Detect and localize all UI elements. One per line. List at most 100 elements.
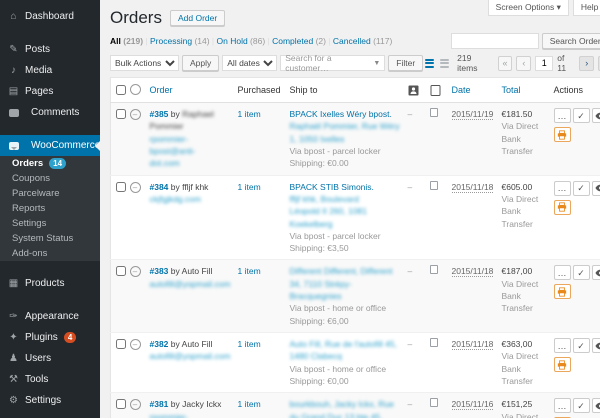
complete-button[interactable]: ✓ — [572, 180, 590, 196]
date-filter-select[interactable]: All dates — [222, 55, 278, 71]
screen-options-tab[interactable]: Screen Options ▾ — [487, 0, 569, 16]
add-order-button[interactable]: Add Order — [169, 10, 226, 26]
order-number-link[interactable]: #385 — [149, 109, 169, 119]
current-page-input[interactable] — [535, 55, 554, 71]
complete-button[interactable]: ✓ — [572, 398, 590, 414]
status-column-header[interactable] — [126, 77, 147, 103]
sidebar-item-reports[interactable]: Reports — [0, 201, 100, 216]
purchased-items-link[interactable]: 1 item — [237, 109, 261, 119]
order-note-icon[interactable] — [429, 180, 438, 190]
filter-link-all[interactable]: All (219) — [110, 36, 144, 46]
customer-email[interactable]: ckjfgjkdg.com — [149, 193, 202, 204]
customer-email[interactable]: autofill@yopmail.com — [149, 351, 231, 362]
sidebar-item-woocommerce[interactable]: WooCommerce — [0, 135, 100, 156]
bulk-actions-select[interactable]: Bulk Actions — [110, 55, 179, 71]
complete-button[interactable]: ✓ — [572, 265, 590, 281]
row-checkbox[interactable] — [116, 399, 126, 410]
ship-to-link[interactable]: BPACK Ixelles Wéry bpost. — [289, 109, 392, 119]
view-button[interactable] — [591, 108, 600, 123]
sidebar-item-coupons[interactable]: Coupons — [0, 171, 100, 186]
excerpt-view-icon[interactable] — [438, 57, 451, 70]
processing-button[interactable]: … — [553, 108, 571, 123]
apply-button[interactable]: Apply — [182, 55, 220, 71]
sidebar-item-parcelware[interactable]: Parcelware — [0, 186, 100, 201]
print-button[interactable] — [553, 284, 571, 300]
sidebar-item-users[interactable]: ♟ Users — [0, 348, 100, 369]
view-button[interactable] — [591, 265, 600, 281]
help-tab[interactable]: Help ▾ — [572, 0, 600, 16]
purchased-items-link[interactable]: 1 item — [237, 339, 261, 349]
search-orders-input[interactable] — [450, 33, 539, 49]
sidebar-item-media[interactable]: ♪ Media — [0, 60, 100, 81]
row-checkbox[interactable] — [116, 266, 126, 277]
sidebar-item-tools[interactable]: ⚒ Tools — [0, 369, 100, 390]
prev-page-button[interactable]: ‹ — [516, 55, 532, 71]
complete-button[interactable]: ✓ — [572, 338, 590, 353]
sidebar-item-plugins[interactable]: ✦ Plugins 4 — [0, 327, 100, 348]
last-page-button[interactable]: » — [598, 55, 600, 71]
eye-icon — [595, 342, 600, 349]
by-label: by — [168, 266, 182, 277]
date-column-header[interactable]: Date — [448, 77, 499, 103]
processing-button[interactable]: … — [553, 180, 571, 196]
order-number-link[interactable]: #382 — [149, 339, 169, 349]
sidebar-item-dashboard[interactable]: ⌂ Dashboard — [0, 6, 100, 27]
order-note-icon[interactable] — [429, 265, 438, 275]
select-all-checkbox[interactable] — [116, 84, 126, 95]
print-button[interactable] — [553, 199, 571, 215]
sidebar-item-comments[interactable]: Comments — [0, 102, 100, 123]
filter-link-on-hold[interactable]: On Hold (86) — [216, 36, 266, 46]
customer-email[interactable]: rpommier-bpost@anti- dot.com — [149, 411, 189, 418]
total-column-header[interactable]: Total — [498, 77, 551, 103]
sidebar-item-pages[interactable]: ▤ Pages — [0, 81, 100, 102]
sidebar-item-appearance[interactable]: ✑ Appearance — [0, 306, 100, 327]
purchased-items-link[interactable]: 1 item — [237, 399, 261, 410]
eye-icon — [595, 112, 600, 119]
row-checkbox[interactable] — [116, 109, 126, 119]
sidebar-item-products[interactable]: ▦ Products — [0, 273, 100, 294]
processing-button[interactable]: … — [553, 265, 571, 281]
row-checkbox[interactable] — [116, 339, 126, 349]
first-page-button[interactable]: « — [497, 55, 513, 71]
view-button[interactable] — [591, 180, 600, 196]
order-note-icon[interactable] — [429, 398, 438, 408]
print-button[interactable] — [553, 357, 571, 372]
order-number-link[interactable]: #384 — [149, 181, 169, 192]
print-button[interactable] — [553, 127, 571, 142]
customer-email[interactable]: rpommier-bpost@anti- dot.com — [149, 133, 196, 169]
sidebar-item-settings[interactable]: Settings — [0, 216, 100, 231]
filter-button[interactable]: Filter — [388, 55, 424, 71]
customer-message-column-header — [404, 77, 427, 103]
filter-link-completed[interactable]: Completed (2) — [272, 36, 326, 46]
order-note-icon[interactable] — [429, 108, 438, 117]
filter-link-processing[interactable]: Processing (14) — [150, 36, 210, 46]
order-column-header[interactable]: Order — [146, 77, 235, 103]
sidebar-item-label: Products — [25, 278, 65, 289]
row-checkbox[interactable] — [116, 181, 126, 192]
shipping-cost: Shipping: €0.00 — [289, 158, 349, 169]
customer-search-select[interactable]: Search for a customer… ▼ — [280, 53, 386, 73]
order-note-icon[interactable] — [429, 338, 438, 347]
view-button[interactable] — [591, 398, 600, 414]
customer-email[interactable]: autofill@yopmail.com — [149, 278, 231, 289]
order-number-link[interactable]: #383 — [149, 266, 169, 277]
processing-button[interactable]: … — [553, 338, 571, 353]
sidebar-item-add-ons[interactable]: Add-ons — [0, 246, 100, 261]
purchased-items-link[interactable]: 1 item — [237, 181, 261, 192]
next-page-button[interactable]: › — [579, 55, 595, 71]
sidebar-item-settings[interactable]: ⚙ Settings — [0, 390, 100, 411]
order-number-link[interactable]: #381 — [149, 399, 169, 410]
list-view-icon[interactable] — [423, 57, 436, 70]
processing-button[interactable]: … — [553, 398, 571, 414]
sidebar-item-system-status[interactable]: System Status — [0, 231, 100, 246]
search-orders-button[interactable]: Search Orders — [541, 33, 600, 49]
filter-link-cancelled[interactable]: Cancelled (117) — [332, 36, 393, 46]
complete-button[interactable]: ✓ — [572, 108, 590, 123]
on-hold-status-icon: – — [129, 181, 141, 193]
purchased-items-link[interactable]: 1 item — [237, 266, 261, 277]
ship-to-link[interactable]: BPACK STIB Simonis. — [289, 181, 374, 192]
view-button[interactable] — [591, 338, 600, 353]
sidebar-item-orders[interactable]: Orders 14 — [0, 156, 100, 171]
sidebar-item-posts[interactable]: ✎ Posts — [0, 39, 100, 60]
